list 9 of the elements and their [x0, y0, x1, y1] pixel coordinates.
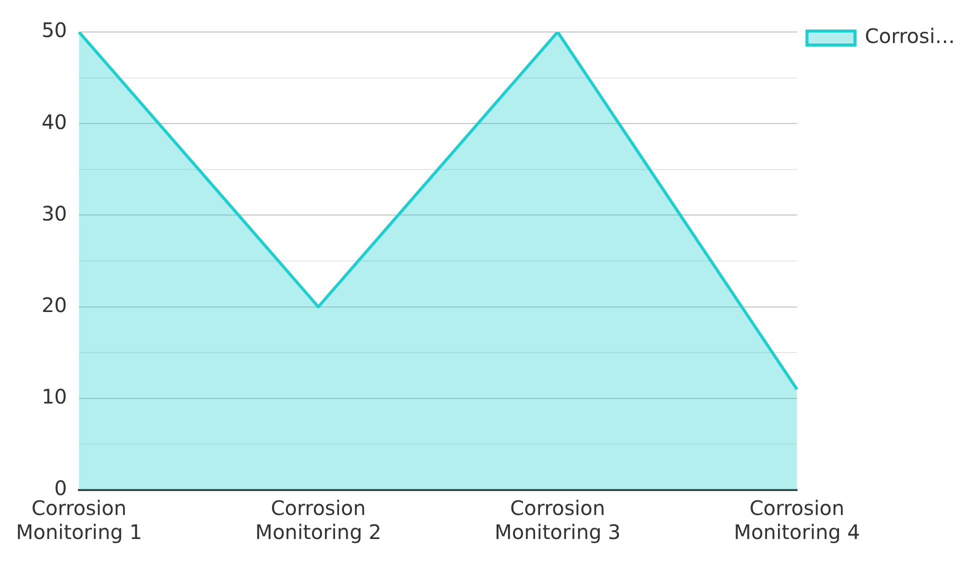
x-tick-label: Corrosion Monitoring 4	[734, 496, 860, 544]
y-tick-label: 20	[42, 293, 68, 318]
y-tick-label: 40	[42, 110, 68, 134]
y-tick-label: 30	[42, 201, 68, 226]
legend-label: Corrosi…	[864, 24, 956, 48]
y-tick-label: 50	[42, 18, 68, 42]
x-tick-label: Corrosion Monitoring 3	[494, 496, 621, 544]
x-tick-label: Corrosion Monitoring 2	[255, 496, 382, 544]
y-tick-label: 10	[42, 384, 68, 409]
